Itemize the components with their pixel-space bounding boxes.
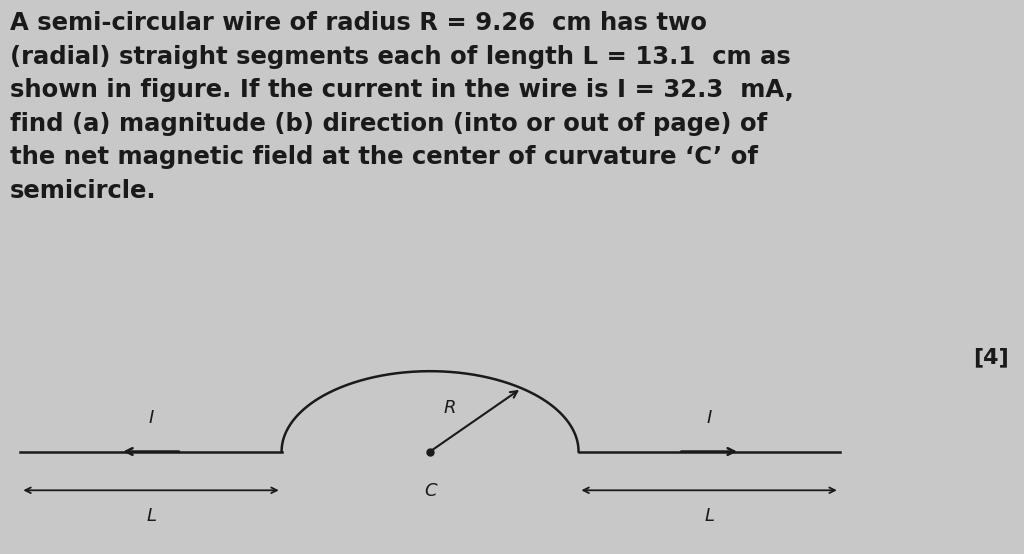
Text: I: I xyxy=(707,409,712,427)
Text: R: R xyxy=(443,399,457,417)
Text: L: L xyxy=(146,507,156,525)
Text: I: I xyxy=(148,409,154,427)
Text: L: L xyxy=(705,507,714,525)
Text: C: C xyxy=(424,482,436,500)
Text: A semi-circular wire of radius R = 9.26  cm has two
(radial) straight segments e: A semi-circular wire of radius R = 9.26 … xyxy=(10,11,795,203)
Text: [4]: [4] xyxy=(973,347,1009,367)
